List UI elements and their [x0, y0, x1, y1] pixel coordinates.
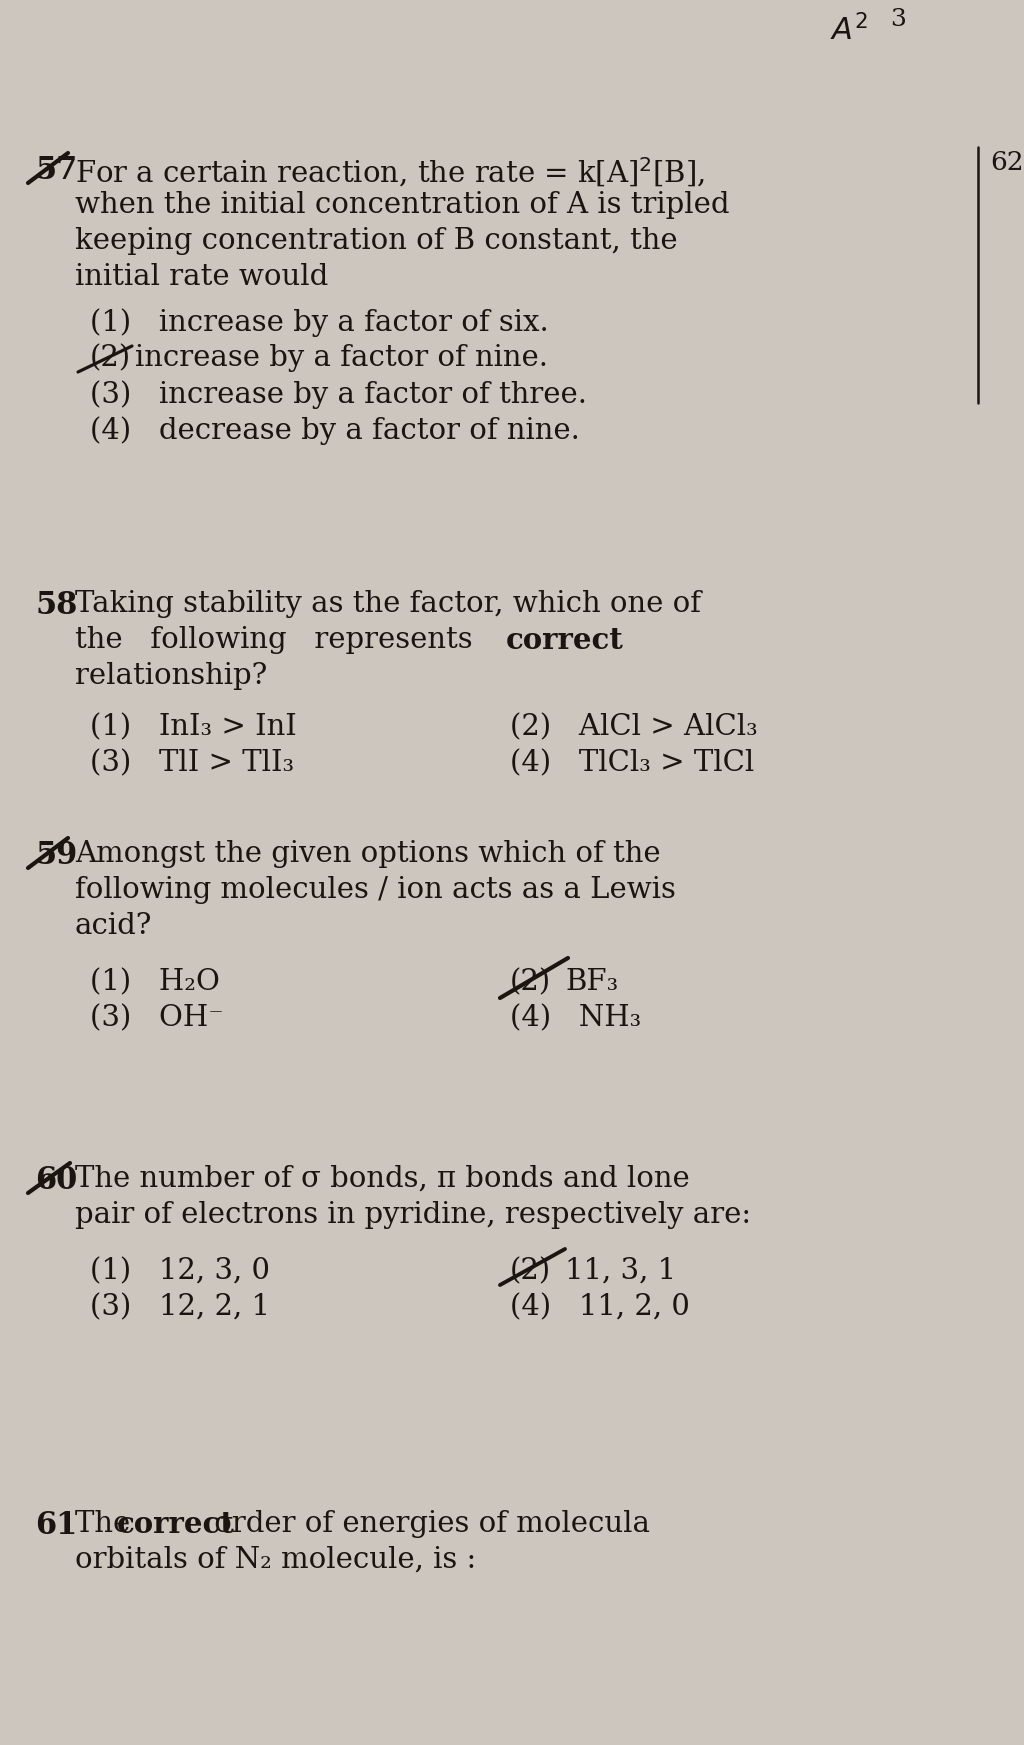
- Text: pair of electrons in pyridine, respectively are:: pair of electrons in pyridine, respectiv…: [75, 1201, 752, 1228]
- Text: keeping concentration of B constant, the: keeping concentration of B constant, the: [75, 227, 678, 255]
- Text: (1)   InI₃ > InI: (1) InI₃ > InI: [90, 714, 297, 742]
- Text: relationship?: relationship?: [75, 661, 267, 689]
- Text: acid?: acid?: [75, 913, 153, 941]
- Text: 3: 3: [890, 9, 906, 31]
- Text: 57: 57: [35, 155, 77, 187]
- Text: The number of σ bonds, π bonds and lone: The number of σ bonds, π bonds and lone: [75, 1166, 690, 1194]
- Text: (2)   AlCl > AlCl₃: (2) AlCl > AlCl₃: [510, 714, 758, 742]
- Text: orbitals of N₂ molecule, is :: orbitals of N₂ molecule, is :: [75, 1546, 476, 1574]
- Text: 62: 62: [990, 150, 1024, 174]
- Text: The: The: [75, 1509, 139, 1537]
- Text: BF₃: BF₃: [565, 968, 618, 996]
- Text: Taking stability as the factor, which one of: Taking stability as the factor, which on…: [75, 590, 701, 618]
- Text: (3)   12, 2, 1: (3) 12, 2, 1: [90, 1293, 270, 1321]
- Text: (1)   increase by a factor of six.: (1) increase by a factor of six.: [90, 309, 549, 337]
- Text: (2): (2): [90, 344, 131, 372]
- Text: (3)   TlI > TlI₃: (3) TlI > TlI₃: [90, 749, 294, 777]
- Text: (4)   NH₃: (4) NH₃: [510, 1003, 641, 1031]
- Text: initial rate would: initial rate would: [75, 263, 329, 291]
- Text: 11, 3, 1: 11, 3, 1: [565, 1256, 676, 1284]
- Text: order of energies of molecula: order of energies of molecula: [205, 1509, 650, 1537]
- Text: $A^{2}$: $A^{2}$: [830, 16, 868, 47]
- Text: correct: correct: [506, 626, 624, 654]
- Text: (3)   increase by a factor of three.: (3) increase by a factor of three.: [90, 380, 587, 408]
- Text: increase by a factor of nine.: increase by a factor of nine.: [135, 344, 548, 372]
- Text: (1)   12, 3, 0: (1) 12, 3, 0: [90, 1256, 270, 1284]
- Text: (4)   decrease by a factor of nine.: (4) decrease by a factor of nine.: [90, 415, 580, 445]
- Text: (4)   TlCl₃ > TlCl: (4) TlCl₃ > TlCl: [510, 749, 755, 777]
- Text: (3)   OH⁻: (3) OH⁻: [90, 1003, 224, 1031]
- Text: Amongst the given options which of the: Amongst the given options which of the: [75, 839, 660, 867]
- Text: the   following   represents: the following represents: [75, 626, 492, 654]
- Text: For a certain reaction, the rate = k[A]$^2$[B],: For a certain reaction, the rate = k[A]$…: [75, 155, 706, 188]
- Text: (1)   H₂O: (1) H₂O: [90, 968, 220, 996]
- Text: (2): (2): [510, 1256, 551, 1284]
- Text: correct: correct: [117, 1509, 234, 1539]
- Text: following molecules / ion acts as a Lewis: following molecules / ion acts as a Lewi…: [75, 876, 676, 904]
- Text: 60: 60: [35, 1166, 77, 1195]
- Text: 58: 58: [35, 590, 78, 621]
- Text: when the initial concentration of A is tripled: when the initial concentration of A is t…: [75, 190, 729, 220]
- Text: (4)   11, 2, 0: (4) 11, 2, 0: [510, 1293, 690, 1321]
- Text: (2): (2): [510, 968, 551, 996]
- Text: 61: 61: [35, 1509, 77, 1541]
- Text: 59: 59: [35, 839, 77, 871]
